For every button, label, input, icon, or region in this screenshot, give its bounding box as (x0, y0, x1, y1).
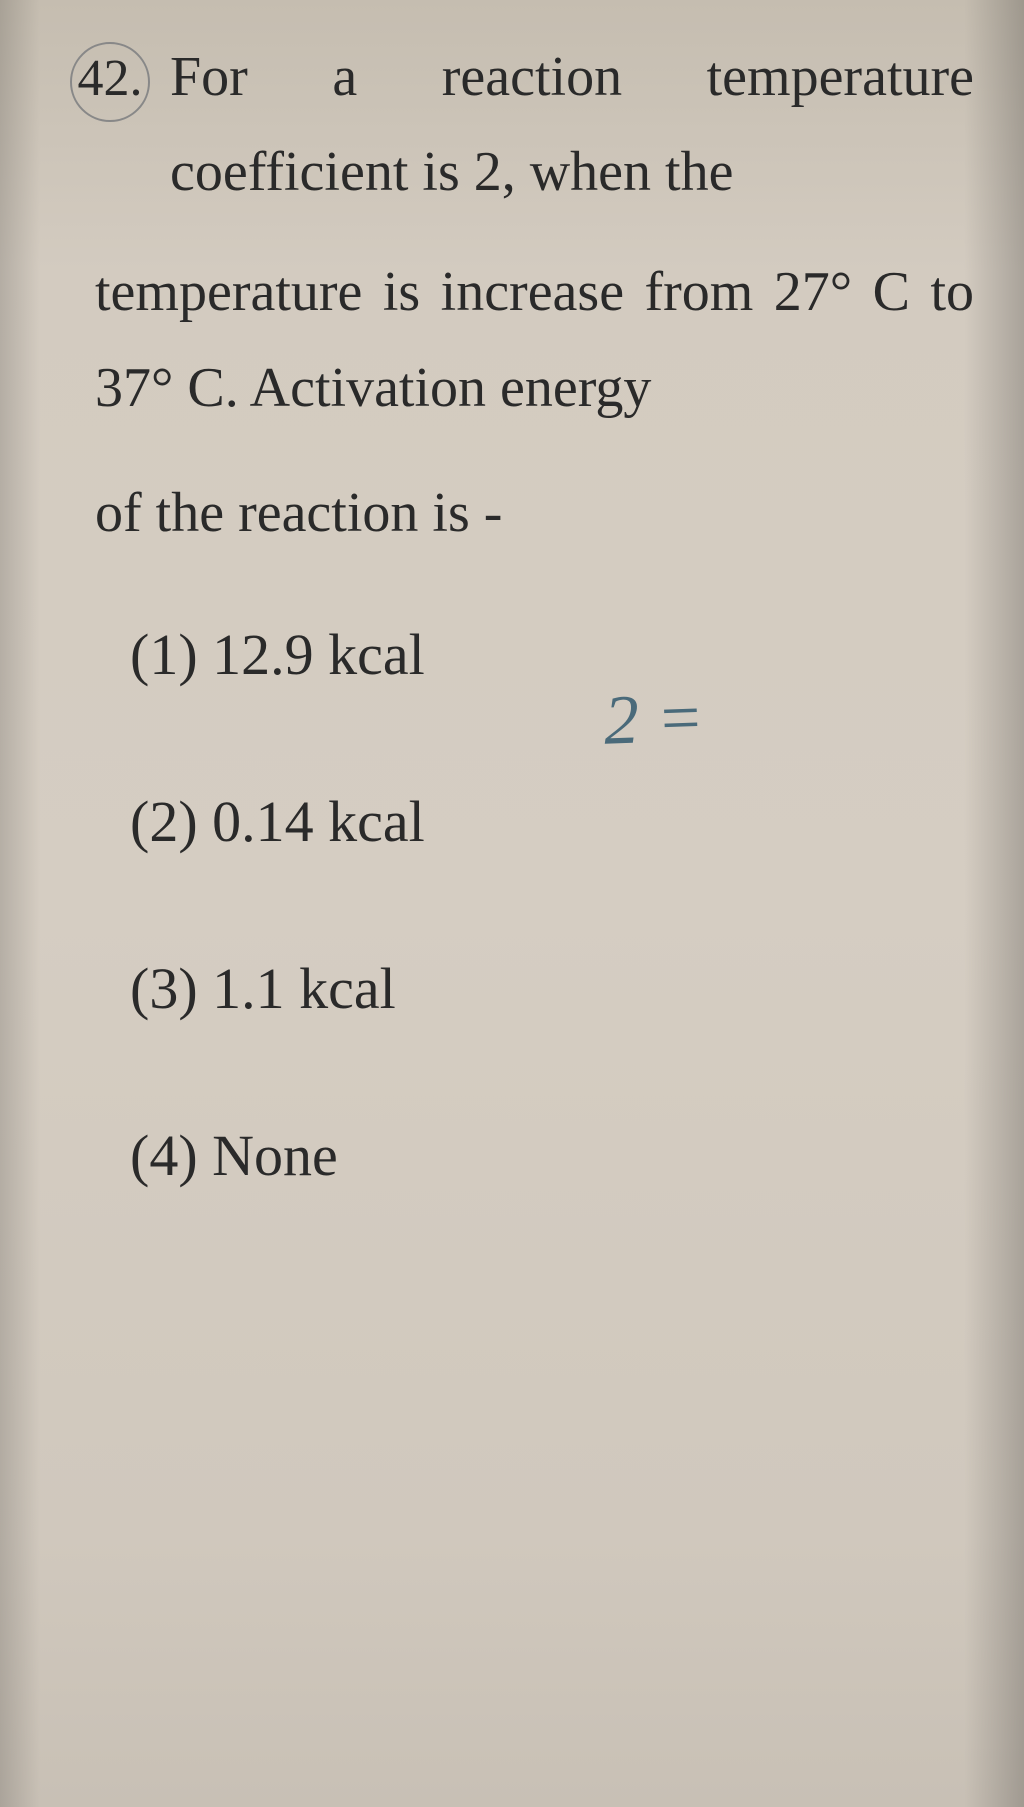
question-text-line3: of the reaction is - (70, 466, 974, 561)
option-4: (4) None (130, 1112, 974, 1199)
option-1: (1) 12.9 kcal (130, 611, 974, 698)
option-2: (2) 0.14 kcal (130, 778, 974, 865)
handwritten-annotation: 2 = (603, 678, 705, 761)
question-header: 42. For a reaction temperature coefficie… (70, 30, 974, 220)
page-shadow-right (964, 0, 1024, 1807)
page-shadow-left (0, 0, 40, 1807)
question-text-line2: temperature is increase from 27° C to 37… (70, 245, 974, 435)
question-page: 42. For a reaction temperature coefficie… (0, 0, 1024, 1807)
options-list: (1) 12.9 kcal (2) 0.14 kcal (3) 1.1 kcal… (70, 611, 974, 1199)
question-text-line1: For a reaction temperature coefficient i… (170, 30, 974, 220)
option-3: (3) 1.1 kcal (130, 945, 974, 1032)
question-number: 42. (70, 42, 150, 122)
